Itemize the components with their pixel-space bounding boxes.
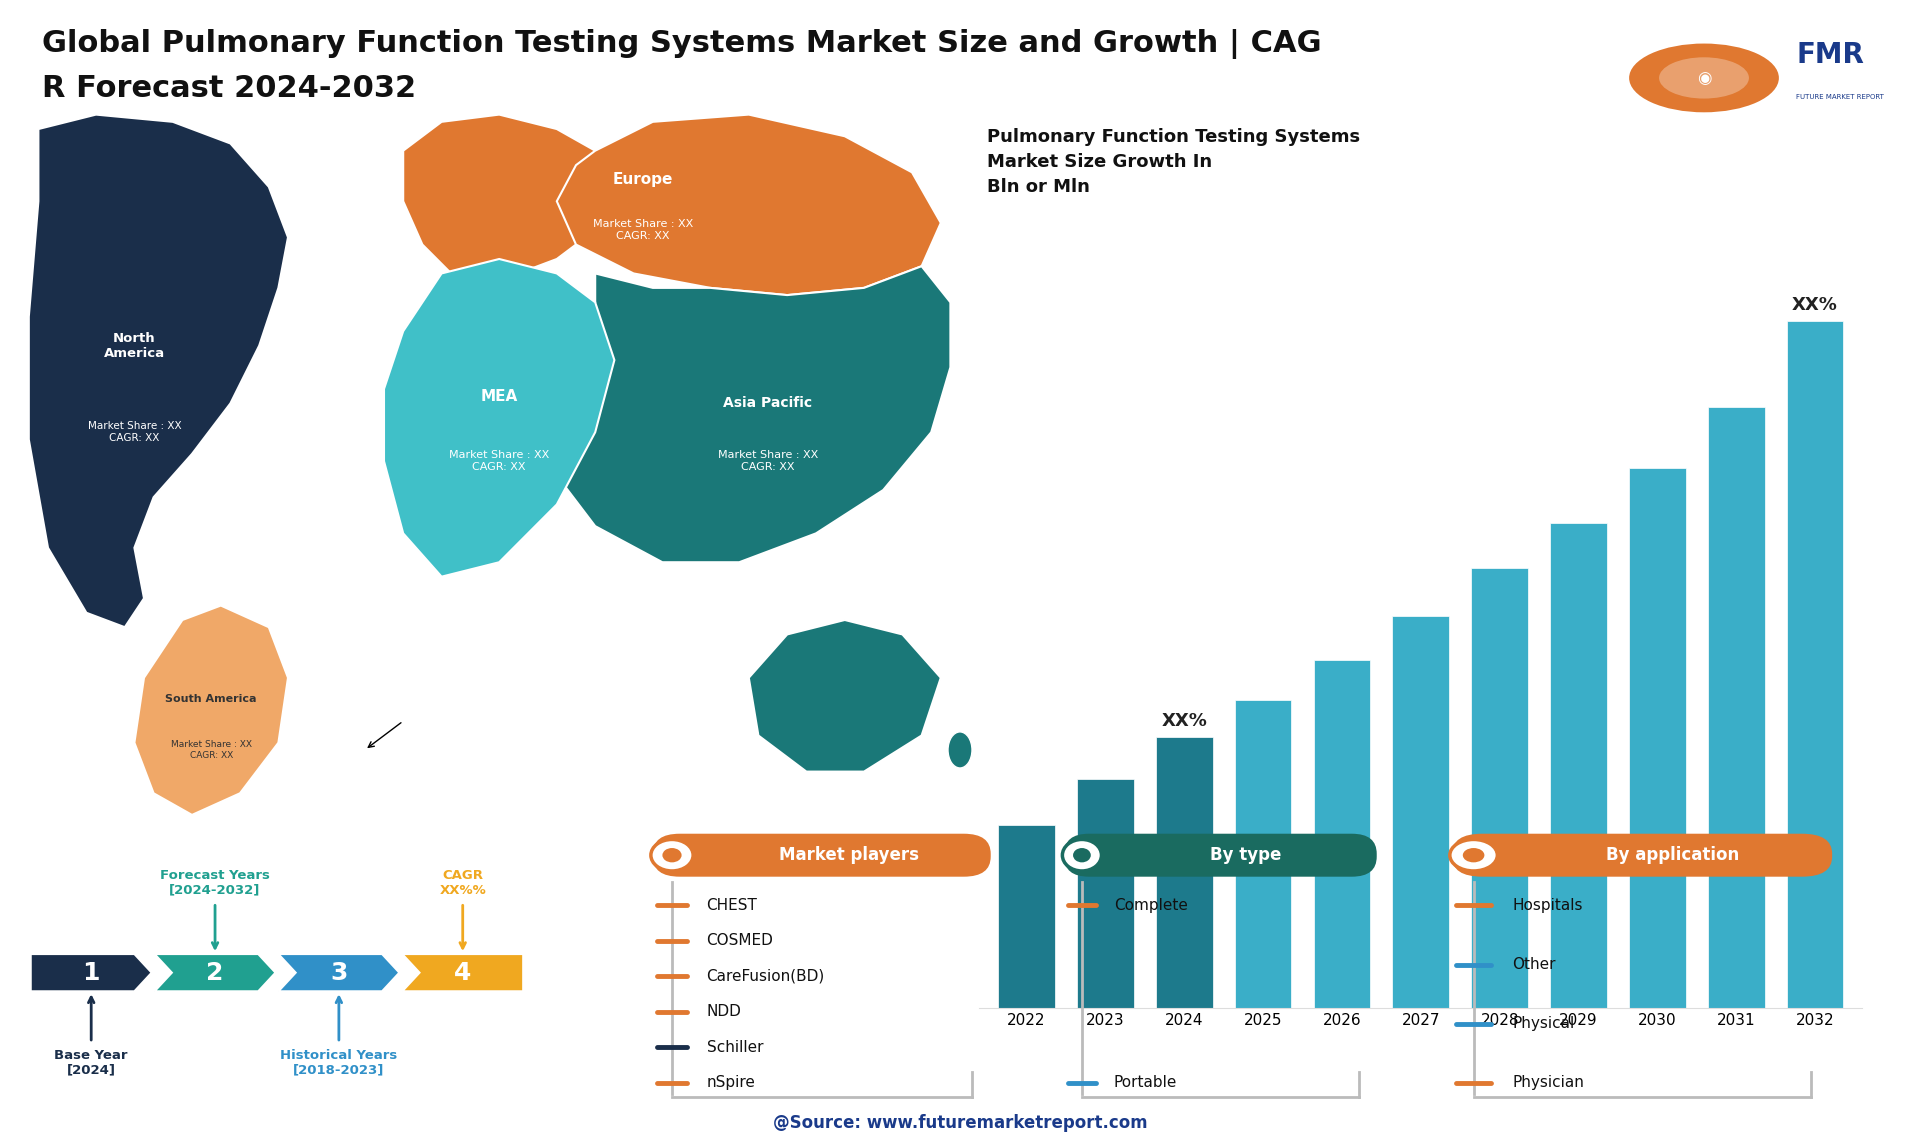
Text: @Source: www.futuremarketreport.com: @Source: www.futuremarketreport.com	[772, 1114, 1148, 1132]
Text: Complete: Complete	[1114, 897, 1188, 913]
Text: Market Share : XX
CAGR: XX: Market Share : XX CAGR: XX	[718, 450, 818, 472]
Bar	[1628, 468, 1686, 1008]
Circle shape	[651, 839, 693, 871]
Ellipse shape	[948, 732, 972, 768]
Text: CHEST: CHEST	[707, 897, 756, 913]
Bar	[1709, 407, 1764, 1008]
Circle shape	[1062, 839, 1102, 871]
Text: FMR: FMR	[1797, 41, 1864, 69]
Text: Physician: Physician	[1513, 1075, 1584, 1091]
Circle shape	[662, 848, 682, 862]
Bar	[1235, 700, 1292, 1008]
Text: CAGR
XX%%: CAGR XX%%	[440, 869, 486, 896]
Circle shape	[1463, 848, 1484, 862]
Polygon shape	[557, 266, 950, 563]
Polygon shape	[278, 953, 399, 991]
Text: FUTURE MARKET REPORT: FUTURE MARKET REPORT	[1797, 94, 1884, 101]
Text: Market Share : XX
CAGR: XX: Market Share : XX CAGR: XX	[449, 450, 549, 472]
Polygon shape	[29, 115, 288, 627]
Polygon shape	[31, 953, 152, 991]
Text: XX%: XX%	[1162, 712, 1208, 730]
Text: Global Pulmonary Function Testing Systems Market Size and Growth | CAG: Global Pulmonary Function Testing System…	[42, 29, 1321, 58]
FancyBboxPatch shape	[1452, 834, 1832, 877]
Text: nSpire: nSpire	[707, 1075, 755, 1091]
Bar	[1313, 660, 1371, 1008]
Text: CareFusion(BD): CareFusion(BD)	[707, 968, 826, 984]
Text: ◉: ◉	[1697, 69, 1711, 87]
Text: Base Year
[2024]: Base Year [2024]	[54, 1049, 129, 1076]
Circle shape	[1628, 44, 1778, 112]
Text: Other: Other	[1513, 957, 1555, 972]
Bar	[1549, 523, 1607, 1008]
Text: Market Share : XX
CAGR: XX: Market Share : XX CAGR: XX	[171, 740, 252, 760]
Circle shape	[1073, 848, 1091, 862]
Text: R Forecast 2024-2032: R Forecast 2024-2032	[42, 74, 417, 103]
Text: 2: 2	[205, 960, 225, 984]
Circle shape	[1659, 57, 1749, 99]
Text: 4: 4	[453, 960, 472, 984]
Text: Asia Pacific: Asia Pacific	[724, 397, 812, 410]
Text: Europe: Europe	[612, 172, 674, 187]
FancyBboxPatch shape	[1064, 834, 1377, 877]
Polygon shape	[403, 115, 614, 288]
Text: 3: 3	[330, 960, 348, 984]
Polygon shape	[749, 620, 941, 771]
FancyBboxPatch shape	[653, 834, 991, 877]
Bar	[1392, 617, 1450, 1008]
Polygon shape	[384, 259, 614, 576]
Text: Historical Years
[2018-2023]: Historical Years [2018-2023]	[280, 1049, 397, 1076]
Text: Market players: Market players	[780, 846, 918, 864]
Text: COSMED: COSMED	[707, 933, 774, 949]
Text: MEA: MEA	[480, 388, 518, 403]
Bar	[998, 825, 1054, 1008]
Circle shape	[1450, 839, 1498, 871]
Text: Schiller: Schiller	[707, 1039, 762, 1055]
Text: South America: South America	[165, 694, 257, 705]
Text: North
America: North America	[104, 331, 165, 360]
Text: XX%: XX%	[1791, 296, 1837, 314]
Text: By type: By type	[1210, 846, 1281, 864]
Text: Hospitals: Hospitals	[1513, 897, 1582, 913]
Text: Forecast Years
[2024-2032]: Forecast Years [2024-2032]	[159, 869, 271, 896]
Bar	[1471, 568, 1528, 1008]
Text: Market Share : XX
CAGR: XX: Market Share : XX CAGR: XX	[88, 422, 180, 444]
Bar	[1156, 737, 1213, 1008]
Polygon shape	[557, 115, 941, 296]
Text: Market Share : XX
CAGR: XX: Market Share : XX CAGR: XX	[593, 219, 693, 241]
Text: By application: By application	[1605, 846, 1740, 864]
Text: Pulmonary Function Testing Systems
Market Size Growth In
Bln or Mln: Pulmonary Function Testing Systems Marke…	[987, 128, 1359, 196]
Text: 1: 1	[83, 960, 100, 984]
Polygon shape	[134, 605, 288, 815]
Bar	[1788, 321, 1843, 1008]
Text: Physical: Physical	[1513, 1017, 1574, 1031]
Polygon shape	[154, 953, 276, 991]
Polygon shape	[401, 953, 522, 991]
Text: NDD: NDD	[707, 1004, 741, 1020]
Bar	[1077, 779, 1133, 1008]
Text: Portable: Portable	[1114, 1075, 1177, 1091]
